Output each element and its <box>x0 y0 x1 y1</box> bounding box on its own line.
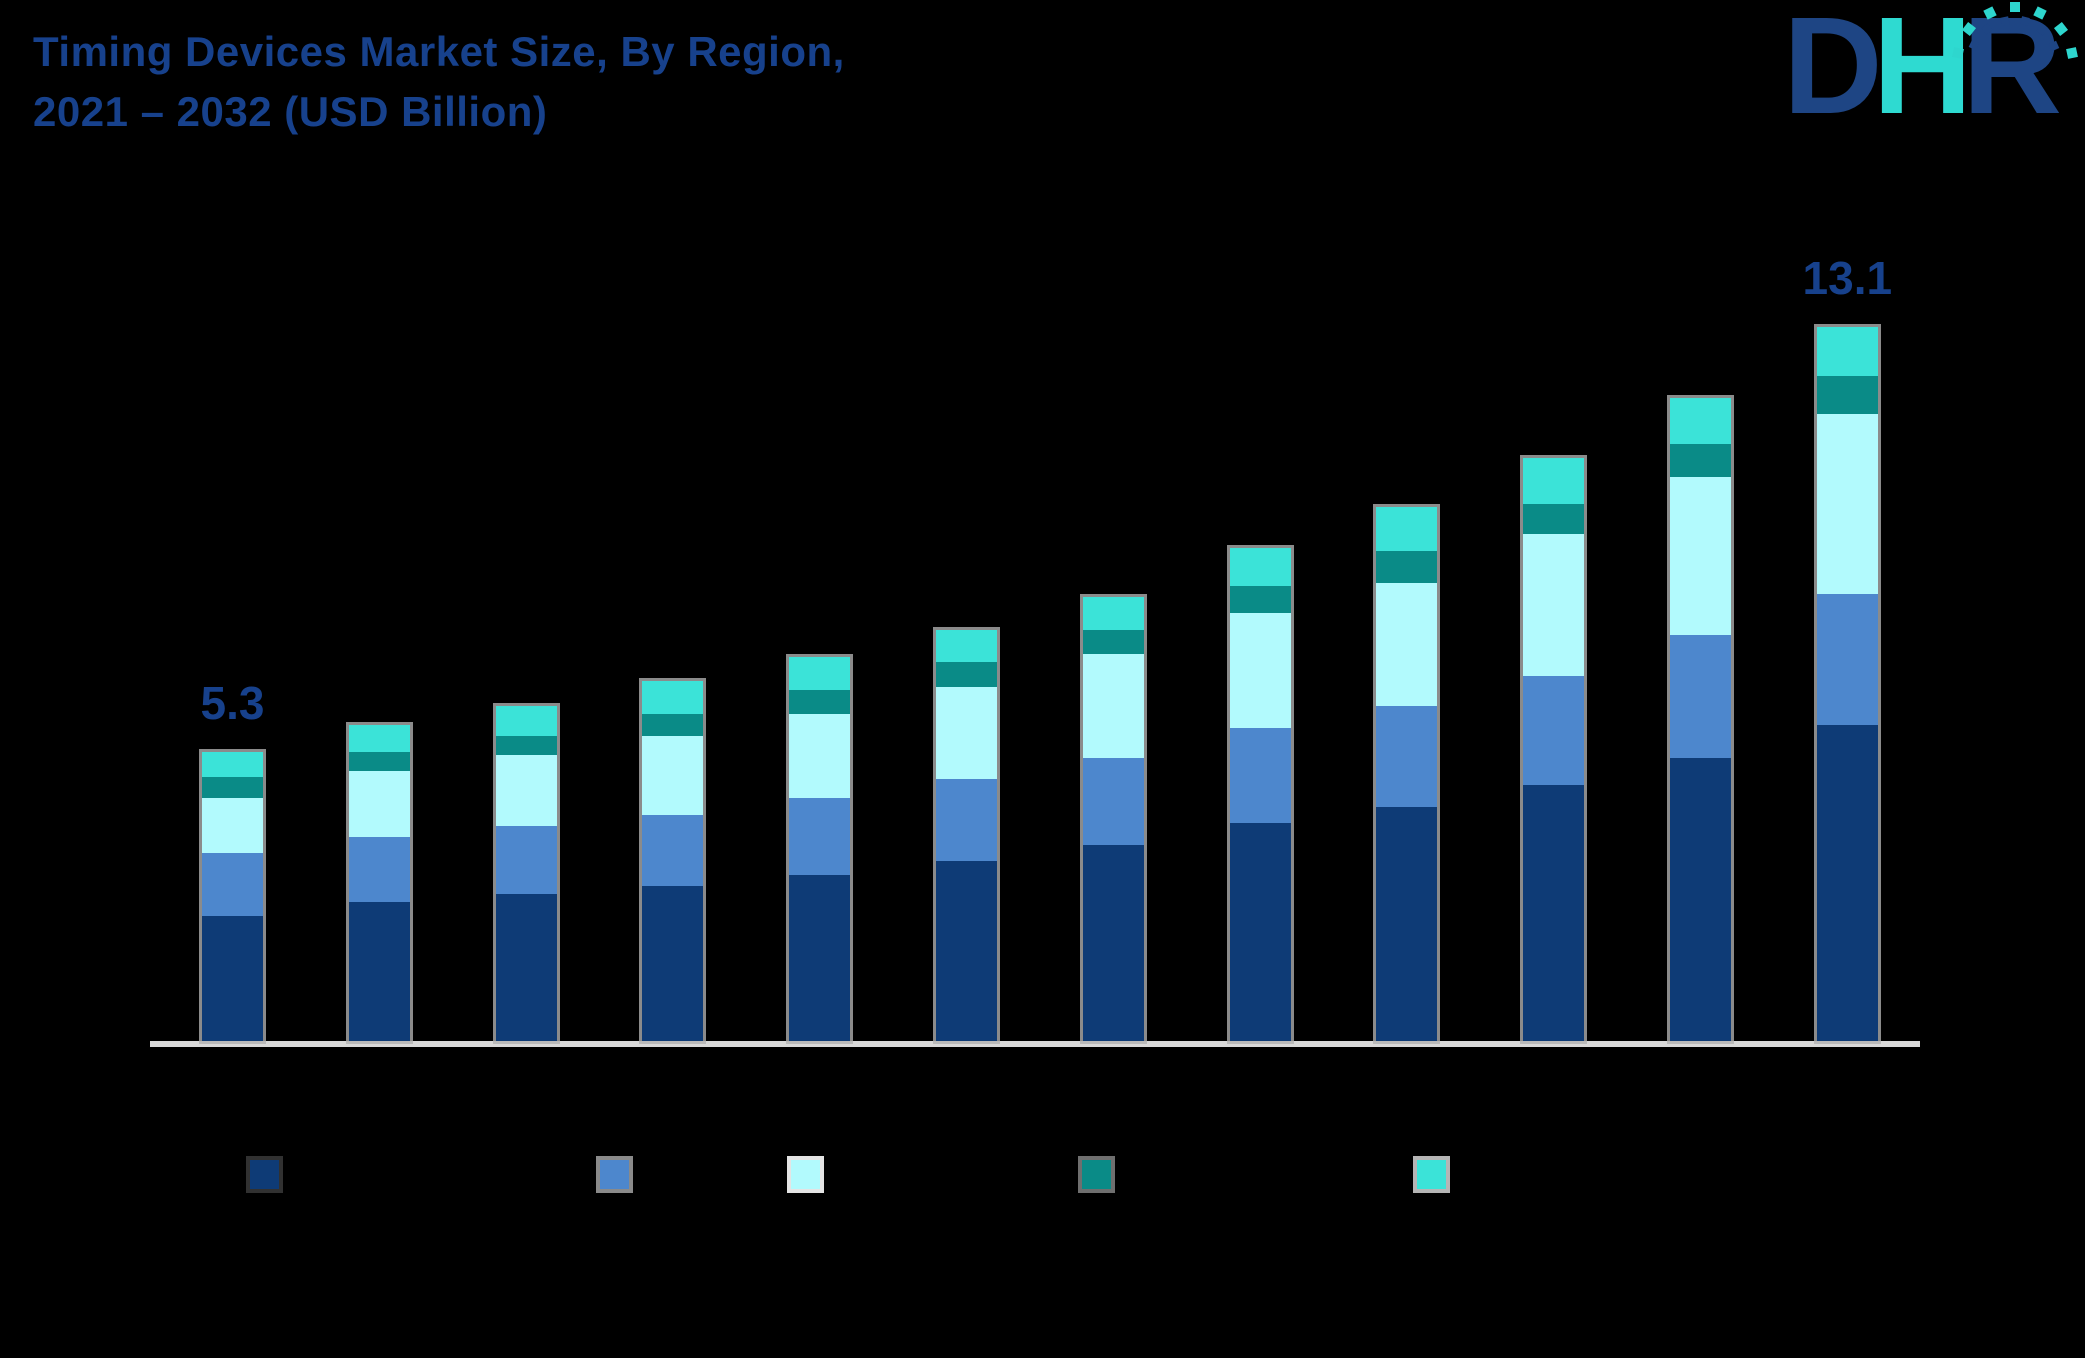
segment-navy <box>1523 784 1585 1041</box>
segment-medium-blue <box>1816 594 1878 725</box>
segment-teal <box>1670 444 1731 477</box>
bar-stack-2028 <box>1229 547 1291 1041</box>
segment-medium-blue <box>789 798 851 875</box>
segment-medium-blue <box>1523 675 1585 785</box>
bar-stack-2032 <box>1816 327 1878 1041</box>
logo-dot <box>2010 2 2020 12</box>
page-title: Timing Devices Market Size, By Region, 2… <box>33 22 845 142</box>
segment-navy <box>642 885 704 1041</box>
segment-pale-cyan <box>1523 534 1585 676</box>
segment-teal <box>1082 629 1144 655</box>
segment-navy <box>1816 724 1878 1041</box>
segment-navy <box>348 902 410 1041</box>
segment-pale-cyan <box>1082 654 1144 758</box>
bar-value-label-2032: 13.1 <box>1802 252 1893 305</box>
segment-navy <box>789 874 851 1041</box>
brand-logo: DHR <box>1783 0 2078 135</box>
bar-value-label-2021: 5.3 <box>200 677 265 730</box>
segment-medium-blue <box>202 852 263 916</box>
segment-turquoise <box>1229 547 1291 586</box>
segment-medium-blue <box>348 836 410 903</box>
bar-stack-2022 <box>348 724 410 1041</box>
segment-turquoise <box>936 629 997 663</box>
segment-teal <box>1816 376 1878 415</box>
bar-stack-2031 <box>1670 397 1731 1041</box>
segment-turquoise <box>789 656 851 690</box>
segment-teal <box>1376 550 1438 584</box>
x-axis-baseline <box>150 1041 1920 1047</box>
segment-pale-cyan <box>495 754 557 826</box>
logo-letter: H <box>1872 0 1973 143</box>
segment-turquoise <box>642 681 704 715</box>
segment-medium-blue <box>1229 727 1291 823</box>
page-title-line2: 2021 – 2032 (USD Billion) <box>33 88 548 135</box>
segment-pale-cyan <box>936 686 997 780</box>
segment-medium-blue <box>1670 634 1731 758</box>
segment-pale-cyan <box>642 735 704 815</box>
segment-navy <box>1670 757 1731 1041</box>
segment-navy <box>1229 823 1291 1041</box>
segment-navy <box>1376 806 1438 1041</box>
segment-navy <box>1082 844 1144 1041</box>
segment-turquoise <box>1816 327 1878 377</box>
legend-swatch-teal <box>1082 1160 1111 1189</box>
segment-medium-blue <box>495 825 557 894</box>
bar-stack-2027 <box>1082 596 1144 1041</box>
legend-swatch-pale-cyan <box>791 1160 820 1189</box>
segment-pale-cyan <box>348 771 410 837</box>
logo-letter: R <box>1962 0 2062 143</box>
segment-navy <box>936 861 997 1041</box>
segment-teal <box>495 735 557 755</box>
bar-stack-2024 <box>642 681 704 1041</box>
segment-medium-blue <box>936 779 997 862</box>
segment-turquoise <box>1523 457 1585 505</box>
legend-swatch-navy <box>250 1160 279 1189</box>
bar-stack-2029 <box>1376 506 1438 1041</box>
bar-stack-2021 <box>202 752 263 1041</box>
legend-swatch-turquoise <box>1417 1160 1446 1189</box>
segment-navy <box>495 893 557 1041</box>
segment-teal <box>642 714 704 736</box>
segment-pale-cyan <box>202 798 263 853</box>
segment-medium-blue <box>1082 757 1144 845</box>
bar-stack-2030 <box>1523 457 1585 1041</box>
segment-teal <box>936 662 997 687</box>
bar-stack-2023 <box>495 705 557 1041</box>
segment-pale-cyan <box>1229 613 1291 728</box>
segment-turquoise <box>1376 506 1438 551</box>
bar-stack-2025 <box>789 656 851 1041</box>
logo-letter: D <box>1783 0 1883 143</box>
segment-medium-blue <box>1376 705 1438 807</box>
segment-pale-cyan <box>789 714 851 799</box>
segment-pale-cyan <box>1376 583 1438 706</box>
segment-turquoise <box>202 752 263 777</box>
segment-teal <box>789 689 851 715</box>
segment-pale-cyan <box>1670 476 1731 635</box>
segment-pale-cyan <box>1816 414 1878 595</box>
segment-teal <box>1229 585 1291 614</box>
segment-turquoise <box>348 724 410 753</box>
segment-turquoise <box>1670 397 1731 445</box>
brand-logo-text: DHR <box>1783 0 2062 135</box>
bar-stack-2026 <box>936 629 997 1041</box>
segment-turquoise <box>495 705 557 736</box>
segment-navy <box>202 915 263 1041</box>
segment-turquoise <box>1082 596 1144 630</box>
legend-swatch-medium-blue <box>600 1160 629 1189</box>
segment-teal <box>202 776 263 799</box>
page-title-line1: Timing Devices Market Size, By Region, <box>33 28 845 75</box>
segment-teal <box>348 752 410 772</box>
segment-medium-blue <box>642 814 704 886</box>
segment-teal <box>1523 504 1585 535</box>
